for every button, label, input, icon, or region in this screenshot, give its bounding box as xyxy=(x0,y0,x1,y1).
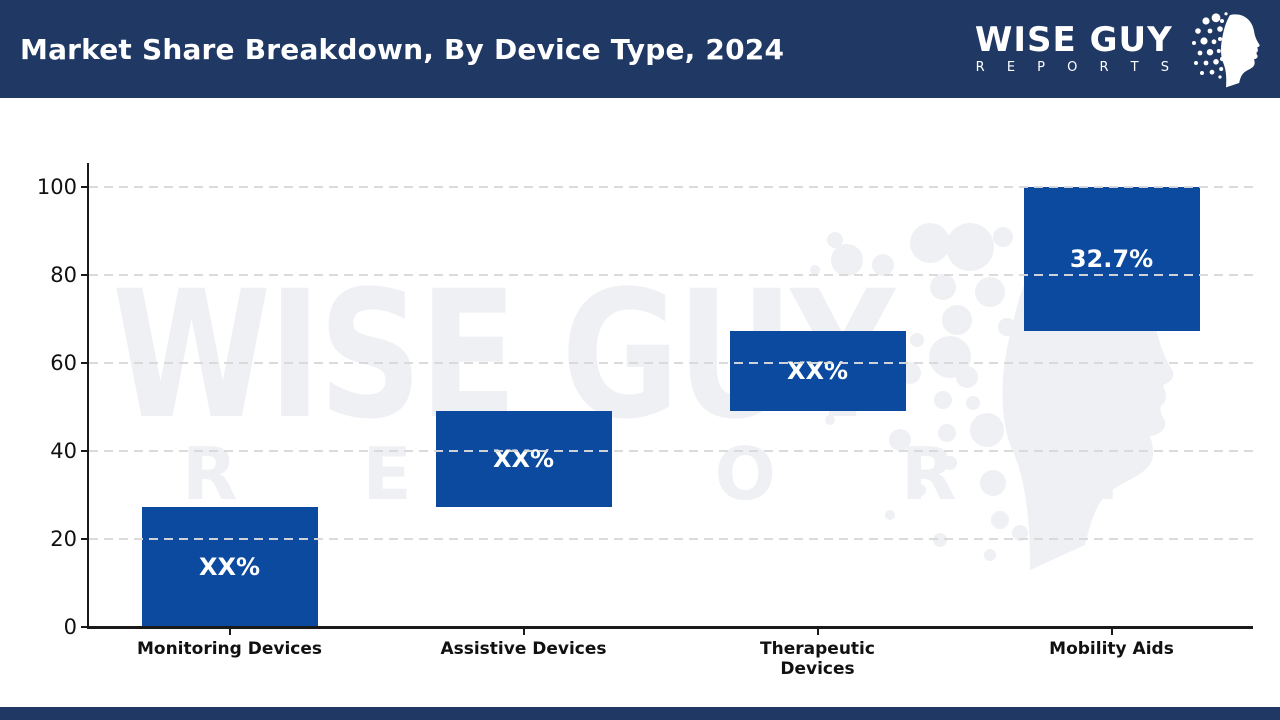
page-title: Market Share Breakdown, By Device Type, … xyxy=(20,32,785,66)
gridline-y-40 xyxy=(89,450,1253,452)
category-label-therapeutic-devices: Therapeutic Devices xyxy=(760,639,875,679)
x-axis-line xyxy=(87,626,1253,629)
bar-therapeutic-devices: XX% xyxy=(729,330,906,411)
ytick-label-20: 20 xyxy=(50,527,77,551)
bar-label-therapeutic-devices: XX% xyxy=(786,356,849,385)
ytick-mark-0 xyxy=(81,626,89,628)
header-bar: Market Share Breakdown, By Device Type, … xyxy=(0,0,1280,98)
ytick-mark-20 xyxy=(81,538,89,540)
footer-bar xyxy=(0,707,1280,720)
ytick-label-80: 80 xyxy=(50,263,77,287)
bar-assistive-devices: XX% xyxy=(435,410,612,507)
logo-wordmark: WISE GUY xyxy=(974,20,1173,61)
logo-subtitle: R E P O R T S xyxy=(975,59,1178,75)
bar-label-assistive-devices: XX% xyxy=(492,444,555,473)
category-label-mobility-aids: Mobility Aids xyxy=(1049,639,1174,659)
xtick-mark-monitoring-devices xyxy=(228,627,231,635)
xtick-mark-therapeutic-devices xyxy=(816,627,819,635)
bar-label-monitoring-devices: XX% xyxy=(198,552,261,581)
gridline-y-80 xyxy=(89,274,1253,276)
gridline-y-100 xyxy=(89,186,1253,188)
ytick-label-100: 100 xyxy=(36,175,77,199)
wise-guy-reports-logo: WISE GUY R E P O R T S xyxy=(970,9,1262,89)
xtick-mark-assistive-devices xyxy=(522,627,525,635)
ytick-label-40: 40 xyxy=(50,439,77,463)
category-label-assistive-devices: Assistive Devices xyxy=(440,639,607,659)
bar-mobility-aids: 32.7% xyxy=(1023,187,1200,331)
ytick-label-0: 0 xyxy=(63,615,77,639)
ytick-mark-80 xyxy=(81,274,89,276)
ytick-mark-60 xyxy=(81,362,89,364)
category-label-monitoring-devices: Monitoring Devices xyxy=(136,639,322,659)
y-axis-line xyxy=(87,163,89,629)
bar-monitoring-devices: XX% xyxy=(141,506,318,627)
ytick-label-60: 60 xyxy=(50,351,77,375)
gridline-y-60 xyxy=(89,362,1253,364)
ytick-mark-100 xyxy=(81,186,89,188)
xtick-mark-mobility-aids xyxy=(1110,627,1113,635)
logo-head-icon xyxy=(1192,12,1260,88)
bar-label-mobility-aids: 32.7% xyxy=(1069,244,1154,273)
ytick-mark-40 xyxy=(81,450,89,452)
gridline-y-20 xyxy=(89,538,1253,540)
